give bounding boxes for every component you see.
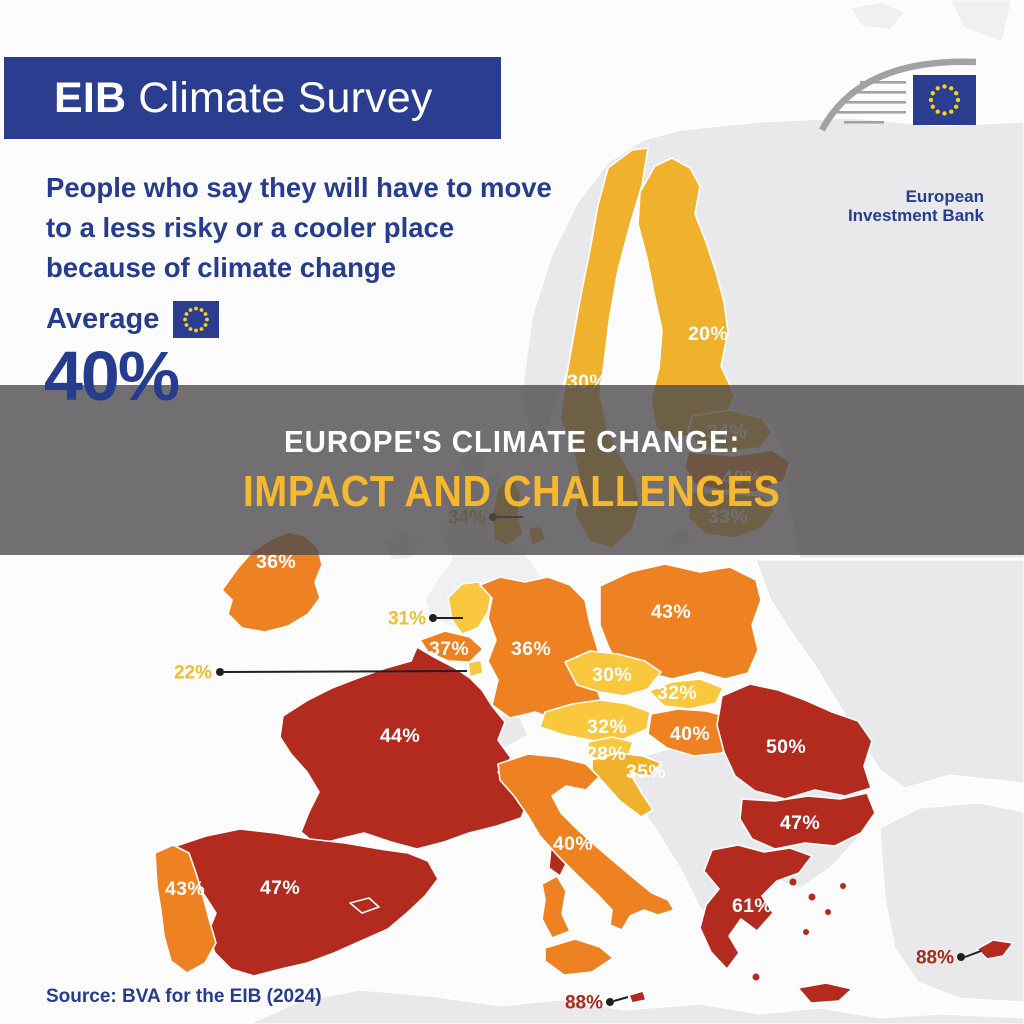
callout-line-cyprus	[964, 950, 982, 958]
country-luxembourg	[467, 659, 484, 678]
eu-flag-icon	[173, 301, 220, 338]
overlay-title-band: EUROPE'S CLIMATE CHANGE: IMPACT AND CHAL…	[0, 385, 1024, 555]
landmass-north-africa	[249, 989, 1024, 1024]
country-italy-sardinia	[541, 875, 571, 939]
country-netherlands	[447, 581, 493, 635]
callout-dot-cyprus	[957, 953, 965, 961]
average-row: Average	[46, 301, 220, 338]
map-label-bulgaria: 47%	[780, 812, 820, 834]
banner-title-bold: EIB	[54, 73, 127, 122]
country-france	[279, 646, 530, 850]
map-label-finland: 20%	[688, 323, 728, 345]
map-label-slovakia: 32%	[657, 682, 697, 704]
country-slovakia	[648, 678, 724, 710]
logo-eu-flag-stars	[928, 84, 961, 116]
callout-line-malta	[613, 996, 629, 1002]
country-spain	[175, 828, 439, 977]
eib-logo: European Investment Bank	[818, 50, 984, 225]
callout-label-luxembourg: 22%	[174, 663, 212, 684]
map-label-czechia: 30%	[592, 664, 632, 686]
country-italy	[497, 753, 675, 931]
map-label-romania: 50%	[766, 736, 806, 758]
country-czechia	[564, 650, 662, 697]
banner-title: EIB Climate Survey	[54, 74, 433, 123]
map-label-portugal: 43%	[165, 878, 205, 900]
callout-label-netherlands: 31%	[388, 609, 426, 630]
map-label-poland: 43%	[651, 601, 691, 623]
map-label-hungary: 40%	[670, 723, 710, 745]
logo-org-line1: European	[905, 187, 984, 206]
callout-label-malta: 88%	[565, 993, 603, 1014]
callout-dot-netherlands	[429, 614, 437, 622]
average-value: 40%	[44, 337, 180, 415]
callout-dot-malta	[606, 998, 614, 1006]
country-malta	[628, 990, 647, 1004]
country-greece-crete	[797, 982, 853, 1004]
logo-speed-lines	[837, 81, 906, 124]
greece-aegean-islands	[752, 878, 846, 981]
eib-survey-banner: EIB Climate Survey	[4, 57, 501, 139]
map-label-italy: 40%	[553, 833, 593, 855]
country-romania	[716, 683, 873, 800]
logo-org-line2: Investment Bank	[847, 206, 984, 225]
country-spain-balearics	[349, 897, 380, 914]
overlay-title-line2: IMPACT AND CHALLENGES	[243, 466, 781, 516]
landmass-svalbard-blob	[849, 0, 1013, 43]
logo-org-name: European Investment Bank	[818, 187, 984, 225]
callout-line-luxembourg	[223, 670, 468, 673]
country-portugal	[154, 844, 217, 974]
country-cyprus	[976, 939, 1014, 960]
map-label-austria: 32%	[587, 716, 627, 738]
country-spain-ibiza	[336, 906, 342, 912]
country-italy-sicily	[544, 938, 614, 976]
country-austria	[539, 699, 651, 742]
source-attribution: Source: BVA for the EIB (2024)	[46, 986, 322, 1007]
logo-arc	[819, 58, 977, 132]
country-greece	[699, 844, 813, 970]
overlay-title-line1: EUROPE'S CLIMATE CHANGE:	[283, 423, 741, 459]
map-label-ireland: 36%	[256, 551, 296, 573]
map-label-belgium: 37%	[429, 638, 469, 660]
callout-label-cyprus: 88%	[916, 948, 954, 969]
survey-question: People who say they will have to move to…	[46, 172, 552, 283]
logo-eu-flag	[913, 75, 976, 125]
callout-dot-luxembourg	[216, 668, 224, 676]
average-label: Average	[46, 303, 160, 335]
banner-title-rest: Climate Survey	[138, 73, 433, 122]
map-label-france: 44%	[380, 725, 420, 747]
landmass-turkey	[879, 802, 1024, 1003]
map-label-croatia: 35%	[626, 761, 666, 783]
map-label-germany: 36%	[511, 638, 551, 660]
map-label-slovenia: 28%	[586, 743, 626, 765]
eib-logo-graphic	[819, 58, 977, 132]
country-bulgaria	[739, 792, 876, 850]
country-belgium	[419, 630, 484, 663]
country-croatia	[591, 752, 662, 818]
eu-flag-stars	[183, 306, 210, 333]
map-label-spain: 47%	[260, 877, 300, 899]
map-label-greece: 61%	[732, 895, 772, 917]
